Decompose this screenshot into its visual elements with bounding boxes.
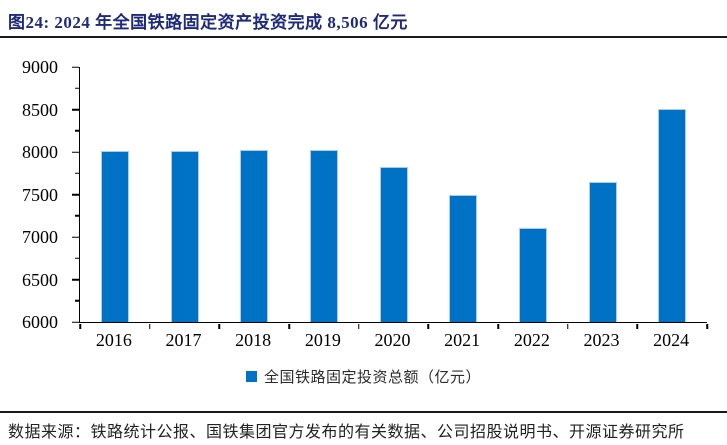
title-divider — [0, 36, 727, 38]
y-tick — [72, 193, 79, 196]
x-tick-label: 2019 — [304, 330, 341, 350]
x-tick — [288, 323, 290, 329]
x-tick — [427, 323, 430, 329]
y-minor-tick — [75, 215, 79, 217]
x-tick-label: 2016 — [95, 330, 132, 350]
x-tick-label: 2018 — [235, 330, 272, 350]
bar-2018 — [240, 149, 269, 322]
bar-2022 — [518, 227, 547, 322]
y-tick-label: 7500 — [22, 184, 58, 205]
y-minor-tick — [75, 257, 79, 259]
y-axis-labels: 6000 6500 7000 7500 8000 8500 9000 — [0, 58, 68, 331]
y-tick-label: 8000 — [22, 142, 58, 162]
y-minor-tick — [75, 172, 79, 174]
x-tick-label: 2020 — [374, 330, 411, 350]
y-tick-label: 7000 — [22, 227, 58, 247]
x-tick — [566, 323, 569, 329]
y-tick — [72, 66, 79, 68]
x-tick — [79, 323, 81, 329]
y-minor-tick — [75, 87, 79, 89]
x-tick — [148, 323, 151, 329]
x-tick — [706, 323, 708, 329]
x-tick — [357, 323, 360, 329]
y-tick — [72, 108, 79, 111]
x-tick-label: 2022 — [513, 330, 550, 350]
y-tick-label: 9000 — [22, 57, 58, 77]
source-note: 数据来源：铁路统计公报、国铁集团官方发布的有关数据、公司招股说明书、开源证券研究… — [8, 424, 685, 441]
legend-label: 全国铁路固定投资总额（亿元） — [263, 370, 481, 386]
bar-2023 — [588, 182, 617, 322]
x-tick-label: 2017 — [165, 330, 202, 350]
bar-2024 — [658, 109, 687, 322]
x-tick — [636, 323, 639, 329]
y-tick-label: 6000 — [22, 312, 58, 332]
y-tick — [72, 278, 79, 281]
source-divider — [0, 411, 727, 413]
x-tick — [218, 323, 221, 329]
bar-2021 — [449, 195, 478, 322]
bar-2017 — [170, 151, 199, 322]
figure-title: 图24: 2024 年全国铁路固定资产投资完成 8,506 亿元 — [8, 13, 408, 32]
x-tick-label: 2023 — [583, 330, 620, 350]
bar-2016 — [100, 150, 129, 322]
x-tick — [497, 323, 499, 329]
y-tick — [72, 151, 79, 153]
y-minor-tick — [75, 300, 79, 302]
bar-2019 — [309, 149, 338, 322]
y-tick-label: 8500 — [22, 99, 58, 120]
y-tick — [72, 321, 79, 323]
bar-2020 — [379, 167, 408, 322]
y-minor-tick — [75, 130, 79, 132]
y-tick — [72, 236, 79, 238]
y-tick-label: 6500 — [22, 269, 58, 290]
plot-area — [72, 66, 708, 329]
legend: 全国铁路固定投资总额（亿元） — [0, 366, 727, 387]
x-tick-label: 2021 — [444, 330, 481, 350]
x-axis-labels: 2016 2017 2018 2019 2020 2021 2022 2023 2024 — [79, 331, 706, 353]
legend-marker-icon — [245, 371, 257, 382]
x-tick-label: 2024 — [653, 330, 690, 350]
